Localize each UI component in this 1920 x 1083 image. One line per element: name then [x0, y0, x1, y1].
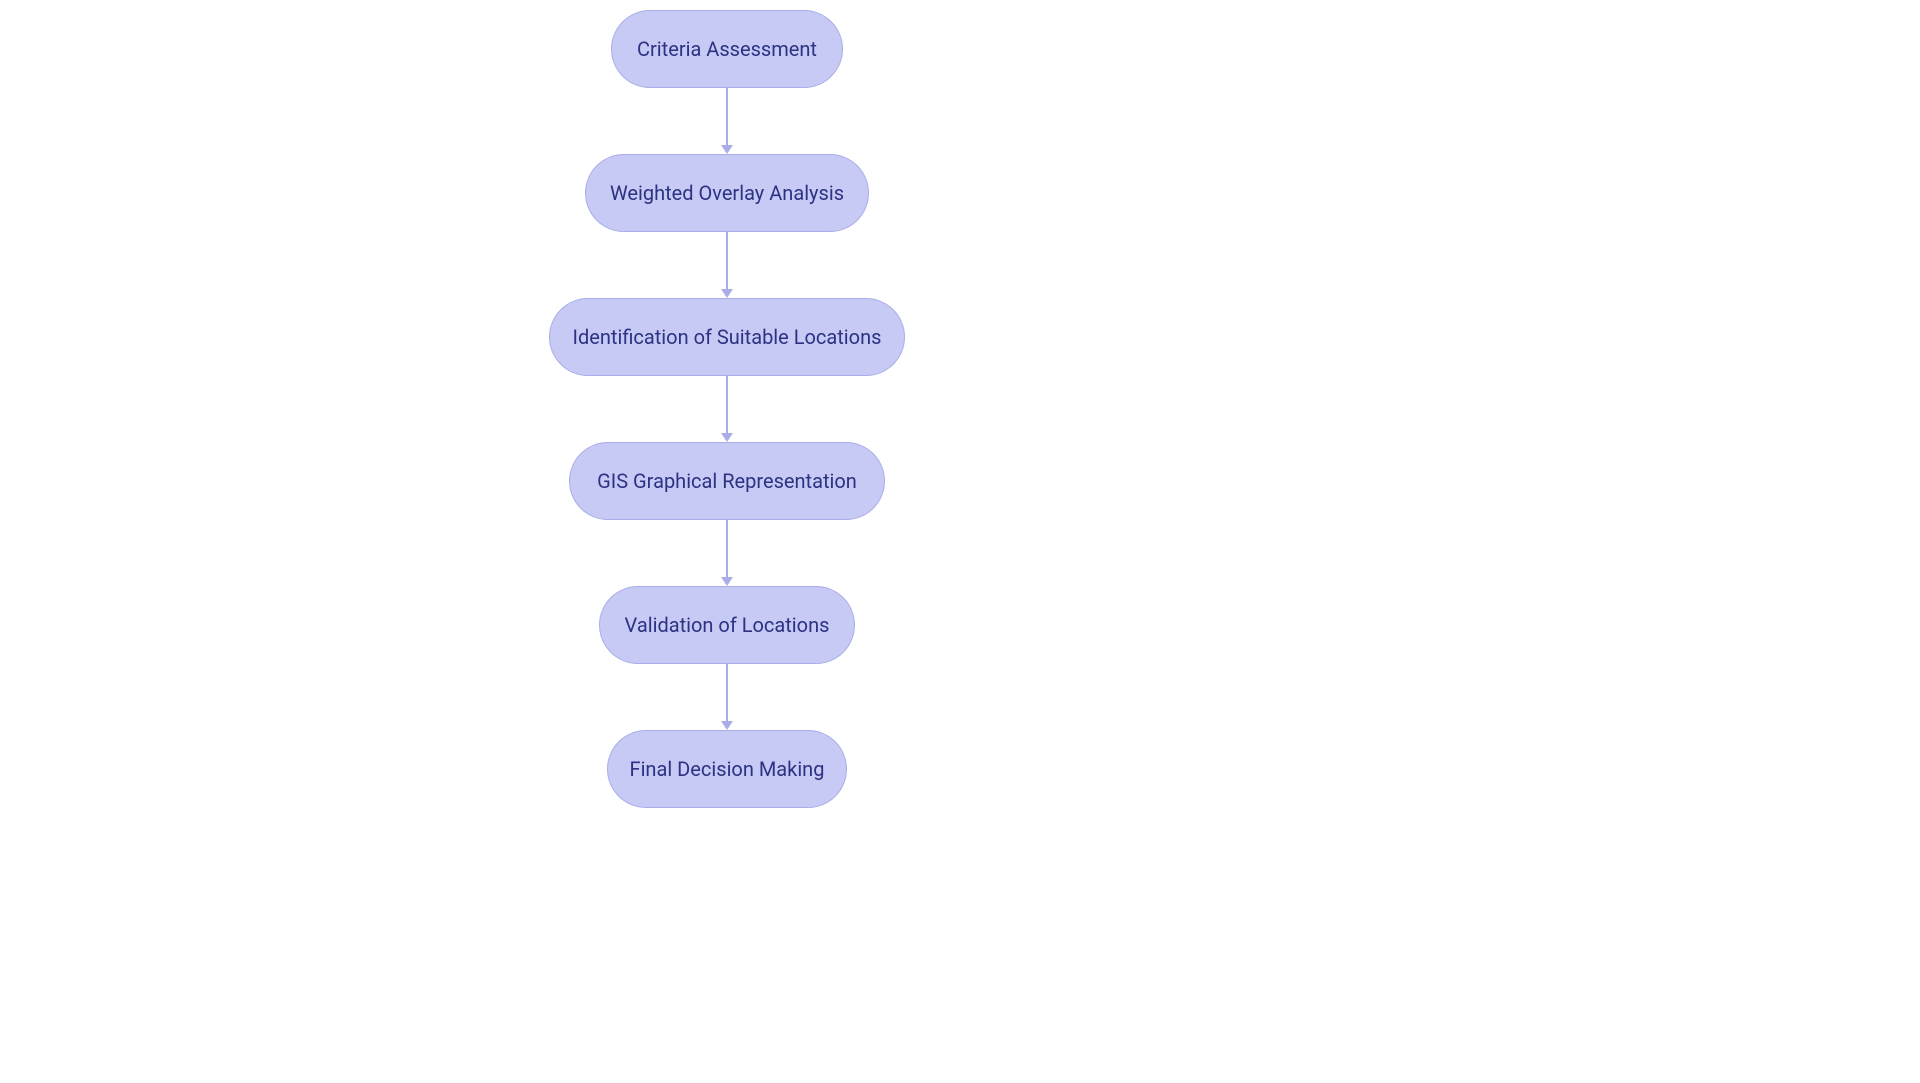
node-label: Criteria Assessment — [637, 37, 817, 61]
edge-n4-n5 — [726, 520, 728, 577]
flowchart-container: Criteria Assessment Weighted Overlay Anal… — [0, 0, 1920, 1083]
node-label: Final Decision Making — [630, 757, 825, 781]
edge-n2-n3 — [726, 232, 728, 289]
node-n2: Weighted Overlay Analysis — [585, 154, 869, 232]
node-n5: Validation of Locations — [599, 586, 855, 664]
node-label: Validation of Locations — [625, 613, 830, 637]
node-n4: GIS Graphical Representation — [569, 442, 885, 520]
node-label: GIS Graphical Representation — [597, 469, 857, 493]
node-n6: Final Decision Making — [607, 730, 847, 808]
edge-n1-n2 — [726, 88, 728, 145]
node-label: Weighted Overlay Analysis — [610, 181, 844, 205]
node-label: Identification of Suitable Locations — [573, 325, 882, 349]
edge-n3-n4 — [726, 376, 728, 433]
edge-n5-n6 — [726, 664, 728, 721]
node-n3: Identification of Suitable Locations — [549, 298, 905, 376]
node-n1: Criteria Assessment — [611, 10, 843, 88]
